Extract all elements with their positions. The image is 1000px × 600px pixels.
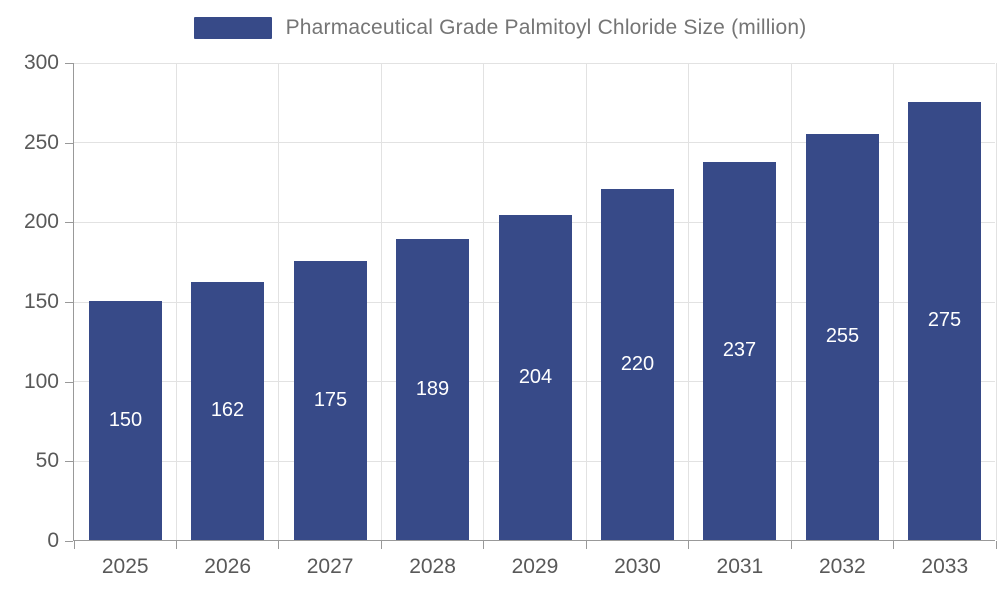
bar: 237	[703, 162, 776, 540]
gridline-vertical	[893, 63, 895, 540]
gridline-vertical	[175, 63, 177, 540]
bar-value-label: 175	[313, 388, 348, 411]
x-axis-tick	[380, 541, 382, 549]
bar: 150	[89, 301, 162, 540]
x-axis-tick-label: 2025	[101, 555, 149, 578]
y-axis-tick-label: 200	[23, 210, 59, 234]
x-axis-tick	[483, 541, 485, 549]
plot-area: 0 50 100 150 200 250 300 150 2025 162 2026 175 2027 1…	[24, 51, 997, 578]
bar-value-label: 220	[620, 352, 655, 375]
y-axis-tick-label: 250	[23, 130, 59, 154]
gridline-vertical	[278, 63, 280, 540]
x-axis-tick-label: 2028	[409, 555, 456, 578]
x-axis-tick-label: 2029	[511, 555, 559, 578]
bar: 175	[294, 261, 367, 540]
x-axis-tick	[278, 541, 280, 549]
x-axis-tick	[688, 541, 690, 549]
gridline-horizontal	[74, 142, 995, 144]
x-axis-tick-label: 2032	[818, 555, 866, 578]
x-axis-tick	[893, 541, 895, 549]
gridline-vertical	[995, 63, 997, 540]
x-axis-tick	[175, 541, 177, 549]
bar-value-label: 204	[518, 365, 553, 388]
gridline-horizontal	[74, 62, 995, 64]
y-axis-tick-label: 150	[23, 290, 59, 313]
y-axis-tick	[65, 63, 73, 64]
x-axis-tick-label: 2033	[921, 555, 969, 578]
bar: 275	[908, 102, 981, 540]
gridline-vertical	[380, 63, 382, 540]
gridline-vertical	[790, 63, 792, 540]
x-axis-tick-label: 2026	[204, 555, 252, 578]
y-axis-tick	[65, 142, 73, 144]
x-axis-tick-label: 2027	[306, 555, 354, 578]
gridline-vertical	[688, 63, 690, 540]
y-axis-tick	[65, 381, 73, 383]
x-axis-tick-label: 2030	[614, 555, 661, 578]
bar-value-label: 189	[415, 377, 450, 400]
y-axis-tick	[65, 461, 73, 463]
y-axis-tick-label: 300	[23, 51, 59, 74]
x-axis-tick	[73, 541, 75, 549]
bar: 162	[191, 282, 264, 540]
legend-label: Pharmaceutical Grade Palmitoyl Chloride …	[285, 16, 807, 39]
bar: 220	[601, 189, 674, 540]
y-axis-tick-label: 50	[35, 449, 59, 473]
legend-item[interactable]: Pharmaceutical Grade Palmitoyl Chloride …	[0, 16, 1000, 40]
bar-value-label: 162	[210, 399, 245, 421]
y-axis-tick	[65, 302, 73, 303]
x-axis-tick	[585, 541, 587, 549]
x-axis-tick	[790, 541, 792, 549]
gridline-vertical	[585, 63, 587, 540]
gridline-vertical	[483, 63, 485, 540]
bar-value-label: 237	[722, 339, 757, 361]
y-axis-tick	[65, 222, 73, 224]
bar: 204	[499, 215, 572, 540]
x-axis-tick	[995, 541, 997, 549]
bar-value-label: 150	[108, 408, 143, 431]
bar-value-label: 275	[927, 309, 962, 331]
y-axis-tick-label: 100	[23, 369, 59, 393]
bar: 189	[396, 239, 469, 540]
x-axis-tick-label: 2031	[716, 555, 764, 578]
bar-value-label: 255	[825, 325, 860, 347]
y-axis-tick-label: 0	[47, 529, 59, 552]
y-axis-tick	[65, 541, 73, 542]
bar: 255	[806, 134, 879, 540]
legend-swatch	[193, 17, 272, 39]
